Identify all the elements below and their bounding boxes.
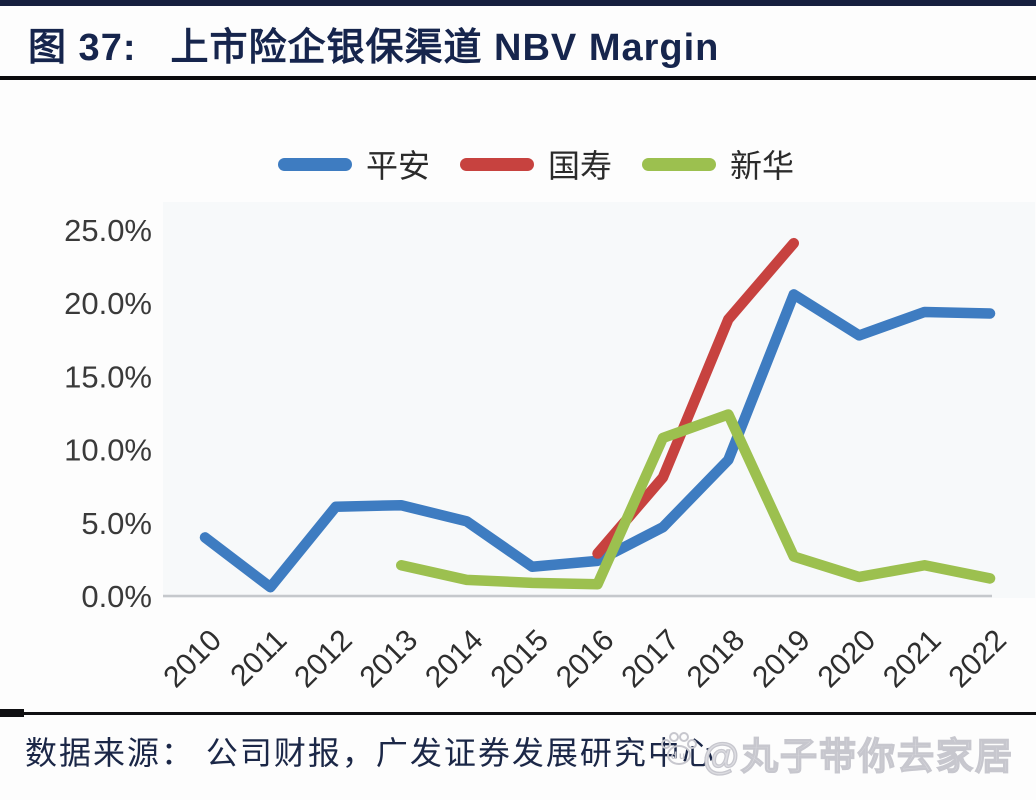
nbv-margin-line-chart: 25.0% 20.0% 15.0% 10.0% 5.0% 0.0%201020112012…: [64, 202, 1035, 695]
svg-text:du: du: [671, 751, 687, 762]
legend-label: 平安: [366, 148, 431, 184]
y-axis-tick-label: 0.0%: [81, 579, 152, 614]
series-line-2: [396, 409, 996, 590]
x-axis-tick-label: 2015: [485, 624, 556, 695]
y-axis-tick-label: 10.0%: [64, 433, 152, 468]
legend-label: 新华: [730, 148, 795, 184]
x-axis-tick-label: 2010: [157, 624, 228, 695]
header-divider: [0, 76, 1036, 80]
y-axis-tick-label: 20.0%: [64, 286, 152, 321]
legend-swatch-icon: [278, 157, 352, 171]
footer-divider: [0, 709, 1036, 717]
x-axis-tick-label: 2012: [288, 624, 359, 695]
watermark-text: @丸子带你去家居: [702, 735, 1014, 777]
x-axis-tick-label: 2016: [550, 624, 621, 695]
legend-item-2: 新华: [642, 141, 794, 187]
baidu-paw-du-icon: du: [659, 730, 699, 777]
legend-swatch-icon: [642, 157, 717, 171]
x-axis-tick-label: 2018: [681, 624, 752, 695]
footer-divider-stub: [0, 709, 24, 717]
legend-item-1: 国寿: [460, 141, 612, 187]
x-axis-tick-label: 2021: [877, 624, 948, 695]
y-axis-tick-label: 5.0%: [81, 506, 152, 541]
y-axis-tick-label: 25.0%: [64, 213, 152, 248]
x-axis-tick-label: 2013: [354, 624, 425, 695]
x-axis-tick-label: 2019: [746, 624, 817, 695]
series-line-0: [199, 289, 996, 593]
data-source: 数据来源： 公司财报，广发证券发展研究中心: [25, 735, 716, 771]
figure-title-text: 上市险企银保渠道 NBV Margin: [170, 27, 720, 69]
top-border-bar: [0, 0, 1036, 6]
legend-swatch-icon: [460, 157, 535, 171]
watermark: du @丸子带你去家居: [659, 726, 1014, 780]
x-axis-tick-label: 2014: [419, 624, 490, 695]
legend-item-0: 平安: [278, 141, 430, 187]
x-axis-tick-label: 2020: [812, 624, 883, 695]
x-axis-tick-label: 2017: [615, 624, 686, 695]
x-axis-tick-label: 2022: [942, 624, 1013, 695]
x-axis-tick-label: 2011: [224, 624, 293, 693]
chart-legend: 平安 国寿 新华: [278, 141, 794, 187]
legend-label: 国寿: [548, 148, 613, 184]
y-axis-tick-label: 15.0%: [64, 359, 152, 394]
figure-number: 图 37:: [28, 27, 137, 69]
plot-area: [163, 202, 1035, 598]
figure-title: 图 37: 上市险企银保渠道 NBV Margin: [28, 16, 1008, 71]
